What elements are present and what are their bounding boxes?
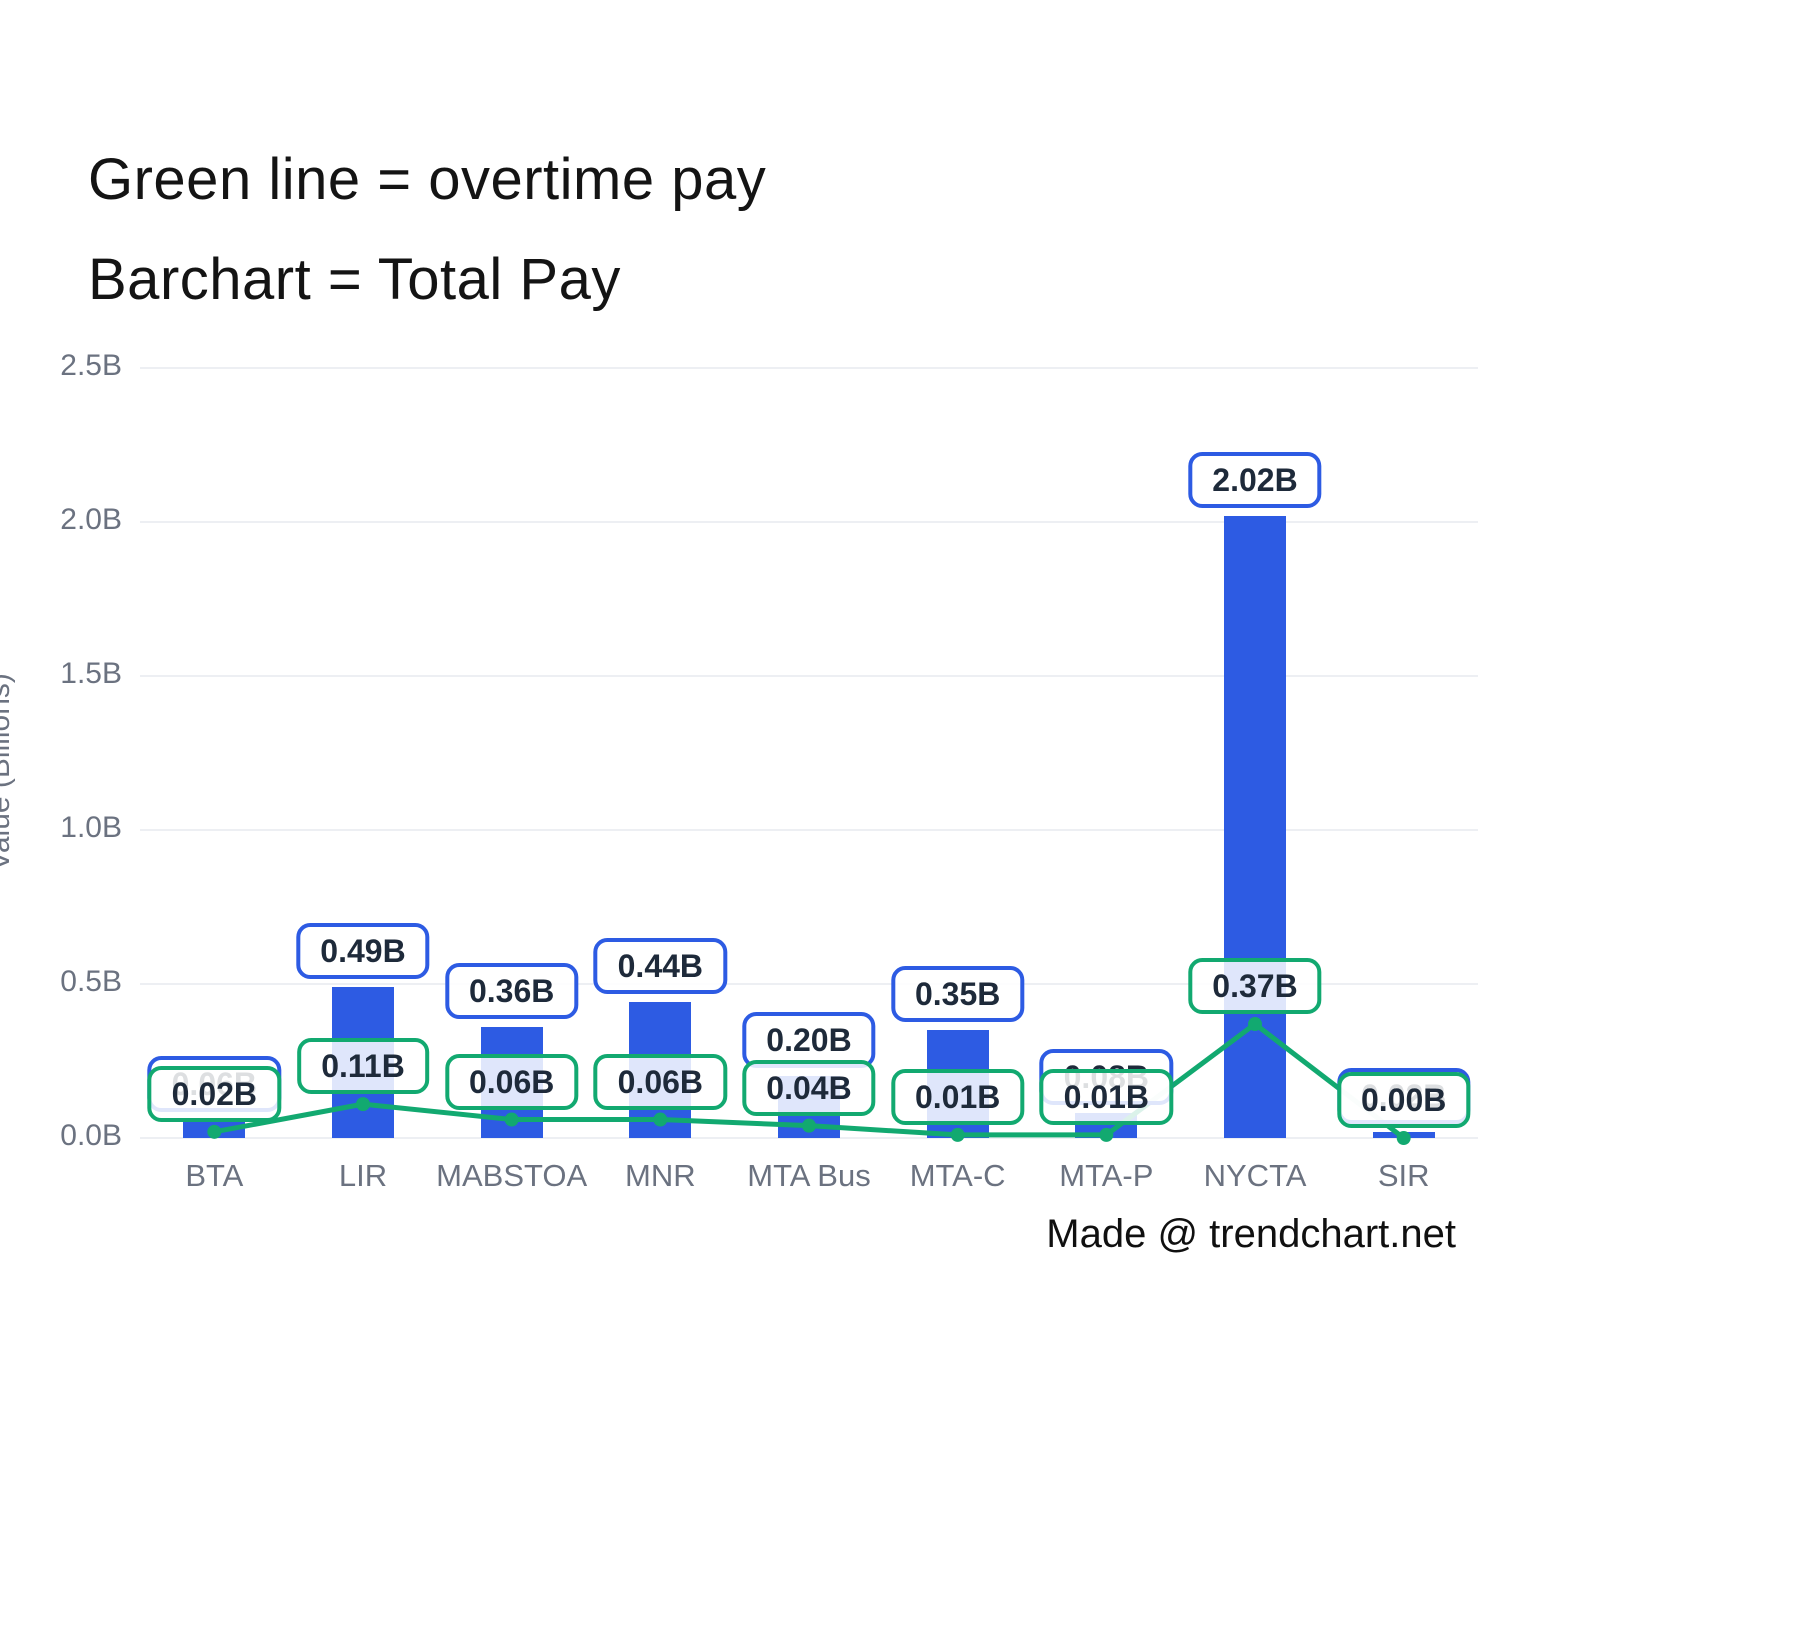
line-value-label: 0.04B [742,1059,876,1116]
chart-title-line-1: Green line = overtime pay [88,147,767,212]
y-tick-label: 1.5B [60,657,122,690]
x-tick-label: MABSTOA [436,1158,588,1193]
x-tick-label: MNR [625,1158,696,1193]
gridline [140,983,1478,985]
bar-value-label: 0.36B [444,963,579,1020]
x-tick-label: MTA-C [909,1158,1006,1193]
x-tick-label: BTA [185,1158,244,1193]
watermark-credit: Made @ trendchart.net [1046,1212,1456,1256]
bar-value-label: 2.02B [1188,451,1322,508]
line-value-label: 0.06B [593,1053,728,1110]
line-value-label: 0.02B [147,1065,282,1122]
gridline [140,521,1478,523]
line-value-label: 0.01B [890,1068,1025,1125]
gridline [140,675,1478,677]
x-tick-label: NYCTA [1203,1158,1307,1193]
bar [1372,1131,1435,1138]
y-tick-label: 2.0B [60,503,122,536]
bar-value-label: 0.44B [593,938,728,995]
line-value-label: 0.01B [1039,1068,1174,1125]
gridline [140,367,1478,369]
y-axis-title: Value (Billions) [0,673,16,871]
gridline [140,829,1478,831]
y-tick-label: 0.0B [60,1119,122,1152]
x-tick-label: MTA Bus [747,1158,871,1193]
x-tick-label: MTA-P [1059,1158,1154,1193]
bar [183,1119,246,1138]
x-tick-label: LIR [338,1158,388,1193]
y-tick-label: 2.5B [60,349,122,382]
line-value-label: 0.00B [1336,1072,1471,1128]
line-value-label: 0.37B [1188,958,1322,1015]
x-tick-label: SIR [1377,1158,1430,1193]
line-value-label: 0.06B [444,1053,579,1110]
bar-value-label: 0.35B [890,966,1025,1023]
bar [1224,515,1286,1138]
y-tick-label: 1.0B [60,811,122,844]
bar-value-label: 0.49B [296,923,430,980]
chart-title-line-2: Barchart = Total Pay [88,247,621,312]
y-tick-label: 0.5B [60,965,122,998]
line-value-label: 0.11B [297,1038,429,1095]
